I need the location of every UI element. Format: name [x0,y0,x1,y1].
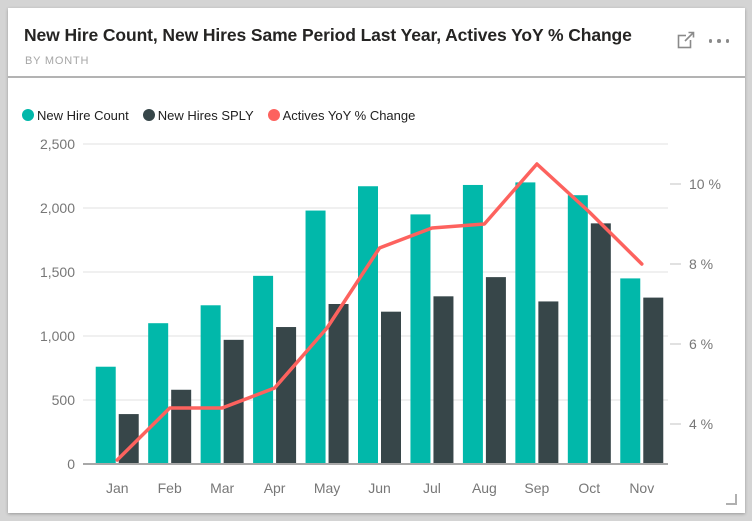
y-axis-left-tick-label: 1,500 [40,264,75,280]
bar-new-hires-sply-feb[interactable] [171,389,192,464]
bar-new-hire-count-feb[interactable] [148,323,169,464]
legend-dot-red-icon [267,109,280,121]
y-axis-right-tick-label: 4 % [689,416,713,432]
y-axis-left-tick-label: 0 [67,456,75,472]
visual-tile: New Hire Count, New Hires Same Period La… [8,8,745,513]
resize-handle-icon[interactable] [726,494,737,505]
legend-dot-teal-icon [22,109,34,121]
x-axis-label-oct: Oct [578,480,600,496]
bar-new-hire-count-jul[interactable] [410,214,431,464]
y-axis-right-tick-label: 6 % [689,336,713,352]
bar-new-hires-sply-aug[interactable] [485,277,506,464]
x-axis-label-feb: Feb [158,480,182,496]
legend-label: Actives YoY % Change [282,107,416,123]
y-axis-left-tick-label: 2,000 [40,200,75,216]
visual-title: New Hire Count, New Hires Same Period La… [24,25,632,45]
legend-item-new-hires-sply[interactable]: New Hires SPLY [142,107,254,123]
bar-new-hire-count-aug[interactable] [462,184,483,464]
bar-new-hires-sply-jun[interactable] [381,311,401,464]
bar-new-hire-count-may[interactable] [305,210,326,464]
x-axis-label-mar: Mar [210,480,234,496]
y-axis-right-tick-label: 10 % [689,176,721,192]
x-axis-label-jan: Jan [106,480,129,496]
legend-item-new-hire-count[interactable]: New Hire Count [22,108,129,123]
bar-new-hire-count-oct[interactable] [567,195,588,464]
visual-subtitle: BY MONTH [25,55,90,67]
y-axis-left-tick-label: 500 [52,392,76,408]
visual-header-actions [639,22,742,56]
bar-new-hire-count-nov[interactable] [620,278,641,464]
x-axis-label-may: May [314,480,340,496]
y-axis-left-tick-label: 2,500 [40,136,75,152]
legend-label: New Hires SPLY [157,107,254,123]
bar-new-hires-sply-apr[interactable] [276,327,297,464]
y-axis-right-tick-label: 8 % [689,256,713,272]
legend-dot-dark-icon [142,109,155,121]
visual-header: New Hire Count, New Hires Same Period La… [8,8,745,78]
legend-label: New Hire Count [37,107,129,123]
more-options-button[interactable] [705,33,742,45]
bar-new-hires-sply-may[interactable] [328,304,349,464]
bar-new-hires-sply-oct[interactable] [590,223,611,464]
bar-new-hires-sply-sep[interactable] [538,301,559,464]
x-axis-label-aug: Aug [472,480,497,496]
legend-item-actives-yoy[interactable]: Actives YoY % Change [267,107,416,123]
bar-new-hire-count-sep[interactable] [515,182,536,464]
bar-new-hire-count-mar[interactable] [200,305,221,464]
chart-legend: New Hire Count New Hires SPLY Actives Yo… [22,102,415,128]
x-axis-label-apr: Apr [264,480,286,496]
x-axis-label-sep: Sep [524,480,549,496]
focus-mode-icon [677,30,696,48]
x-axis-label-jun: Jun [368,480,391,496]
x-axis-label-nov: Nov [629,480,654,496]
focus-mode-button[interactable] [674,27,699,52]
bar-new-hires-sply-jul[interactable] [433,296,454,464]
bar-new-hires-sply-nov[interactable] [643,297,664,464]
bar-new-hire-count-jan[interactable] [95,366,116,464]
ellipsis-icon [707,35,740,43]
bar-new-hire-count-apr[interactable] [253,275,274,464]
combo-chart-plot: 0 500 1,000 1,500 2,000 2,500 4 % 6 % 8 % 10 % Jan… [40,136,721,496]
y-axis-left-tick-label: 1,000 [40,328,75,344]
bar-new-hire-count-jun[interactable] [358,186,378,465]
x-axis-label-jul: Jul [423,480,441,496]
line-actives-yoy-change[interactable] [115,162,644,462]
